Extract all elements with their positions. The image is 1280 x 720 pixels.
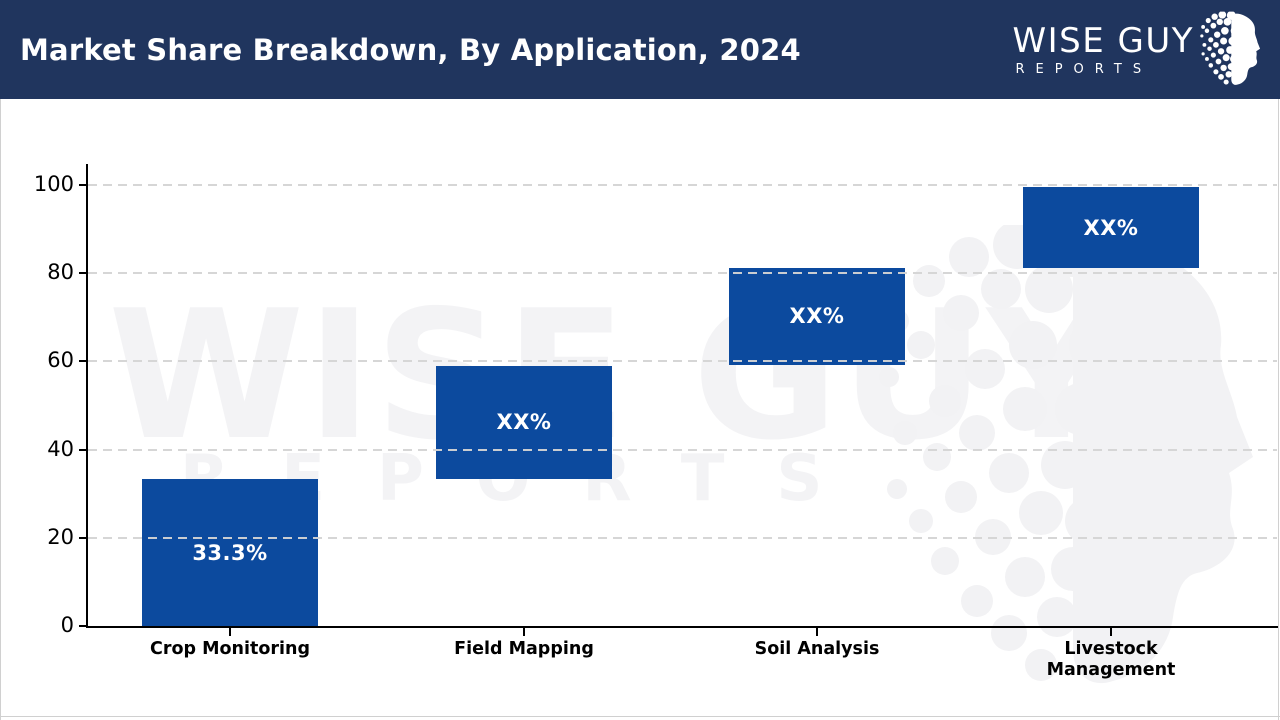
bar-crop-monitoring: 33.3%: [142, 479, 318, 626]
brand-name: WISE GUY: [1012, 20, 1194, 61]
gridline-20: [88, 536, 1277, 539]
brand-logo-text: WISE GUY REPORTS: [1012, 24, 1194, 76]
wise-guy-face-icon: [1198, 11, 1262, 89]
bar-value-label: XX%: [496, 410, 552, 435]
bar-soil-analysis: XX%: [729, 267, 905, 365]
y-tick-label-100: 100: [33, 172, 74, 196]
bar-value-label: XX%: [789, 304, 845, 329]
y-tick-mark-0: [79, 625, 87, 627]
y-tick-label-80: 80: [47, 260, 74, 285]
figure-right-edge: [1278, 99, 1279, 720]
bar-livestock-management: XX%: [1023, 187, 1199, 268]
x-category-label-crop-monitoring: Crop Monitoring: [149, 639, 310, 659]
x-category-label-field-mapping: Field Mapping: [454, 639, 594, 659]
bar-value-label: 33.3%: [192, 540, 268, 565]
y-tick-label-60: 60: [47, 348, 74, 373]
gridline-60: [88, 360, 1277, 363]
x-tick-mark-0: [229, 628, 231, 636]
bar-value-label: XX%: [1083, 215, 1139, 240]
chart-area: WISE GUY REPORTS 33.3%XX%XX%XX% 02040608…: [0, 99, 1280, 720]
y-tick-mark-60: [79, 360, 87, 363]
x-tick-mark-2: [816, 628, 818, 636]
brand-logo: WISE GUY REPORTS: [1012, 11, 1262, 89]
y-tick-label-40: 40: [47, 436, 74, 461]
gridline-80: [88, 272, 1277, 275]
y-tick-mark-80: [79, 272, 87, 275]
y-tick-mark-40: [79, 448, 87, 451]
x-tick-mark-1: [523, 628, 525, 636]
x-category-label-livestock-management: Livestock Management: [1046, 639, 1176, 681]
figure-bottom-edge: [0, 716, 1280, 717]
brand-subtitle: REPORTS: [1015, 61, 1153, 77]
x-axis-spine: [86, 626, 1278, 628]
x-tick-mark-3: [1110, 628, 1112, 636]
gridline-40: [88, 448, 1277, 451]
watermark-face-icon: [865, 225, 1265, 705]
y-tick-mark-20: [79, 536, 87, 539]
page-title: Market Share Breakdown, By Application, …: [20, 32, 801, 67]
header-bar: Market Share Breakdown, By Application, …: [0, 0, 1280, 99]
gridline-100: [88, 184, 1277, 186]
bar-field-mapping: XX%: [436, 365, 612, 480]
figure-left-edge: [0, 99, 1, 720]
y-axis-spine: [86, 164, 88, 628]
y-tick-mark-100: [79, 184, 87, 186]
y-tick-label-20: 20: [47, 524, 74, 549]
y-tick-label-0: 0: [60, 613, 74, 637]
x-category-label-soil-analysis: Soil Analysis: [754, 639, 880, 659]
